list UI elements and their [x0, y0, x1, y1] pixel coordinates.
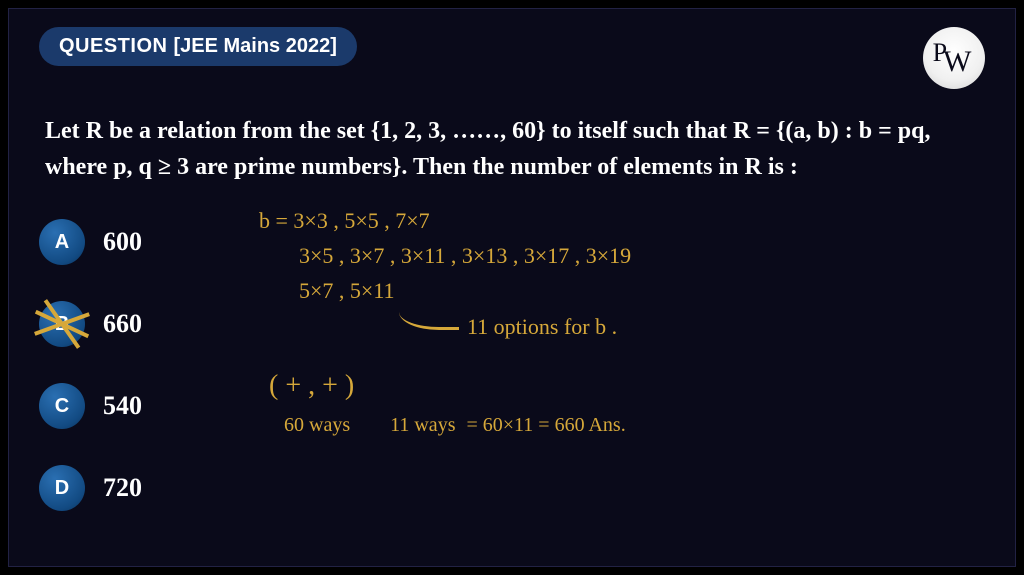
hw-ans-eq: = 60×11 = 660 Ans.	[466, 414, 625, 436]
option-value-a: 600	[103, 227, 142, 257]
option-letter-c: C	[39, 383, 85, 429]
option-letter-a: A	[39, 219, 85, 265]
option-value-c: 540	[103, 391, 142, 421]
logo-text: PW	[933, 41, 976, 75]
handwriting-block: b = 3×3 , 5×5 , 7×7 3×5 , 3×7 , 3×11 , 3…	[259, 203, 985, 441]
pw-logo: PW	[923, 27, 985, 89]
option-value-d: 720	[103, 473, 142, 503]
question-text: Let R be a relation from the set {1, 2, …	[45, 113, 979, 185]
option-letter-b: B	[39, 301, 85, 347]
hw-line1: b = 3×3 , 5×5 , 7×7	[259, 203, 985, 238]
curve-icon	[399, 312, 459, 330]
question-badge: QUESTION [JEE Mains 2022]	[39, 27, 357, 66]
hw-pair: ( + , + )	[269, 364, 985, 409]
logo-w: W	[943, 45, 971, 78]
option-a[interactable]: A 600	[39, 219, 259, 265]
hw-ans-right: 11 ways	[390, 414, 455, 436]
body-row: A 600 B 660 C 540 D 720 b = 3×3 , 5×5 , …	[39, 203, 985, 547]
hw-ans: 60 ways 11 ways = 60×11 = 660 Ans.	[259, 409, 985, 441]
hw-line3: 5×7 , 5×11	[299, 273, 985, 308]
hw-note-text: 11 options for b .	[467, 314, 617, 339]
option-b[interactable]: B 660	[39, 301, 259, 347]
badge-sub: [JEE Mains 2022]	[173, 35, 336, 58]
hw-ans-left: 60 ways	[284, 414, 350, 436]
hw-note: 11 options for b .	[399, 309, 985, 344]
option-c[interactable]: C 540	[39, 383, 259, 429]
header-row: QUESTION [JEE Mains 2022] PW	[39, 27, 985, 89]
option-letter-d: D	[39, 465, 85, 511]
options-list: A 600 B 660 C 540 D 720	[39, 203, 259, 547]
option-value-b: 660	[103, 309, 142, 339]
option-d[interactable]: D 720	[39, 465, 259, 511]
badge-lead: QUESTION	[59, 35, 167, 58]
slide-container: QUESTION [JEE Mains 2022] PW Let R be a …	[8, 8, 1016, 567]
hw-line2: 3×5 , 3×7 , 3×11 , 3×13 , 3×17 , 3×19	[299, 238, 985, 273]
